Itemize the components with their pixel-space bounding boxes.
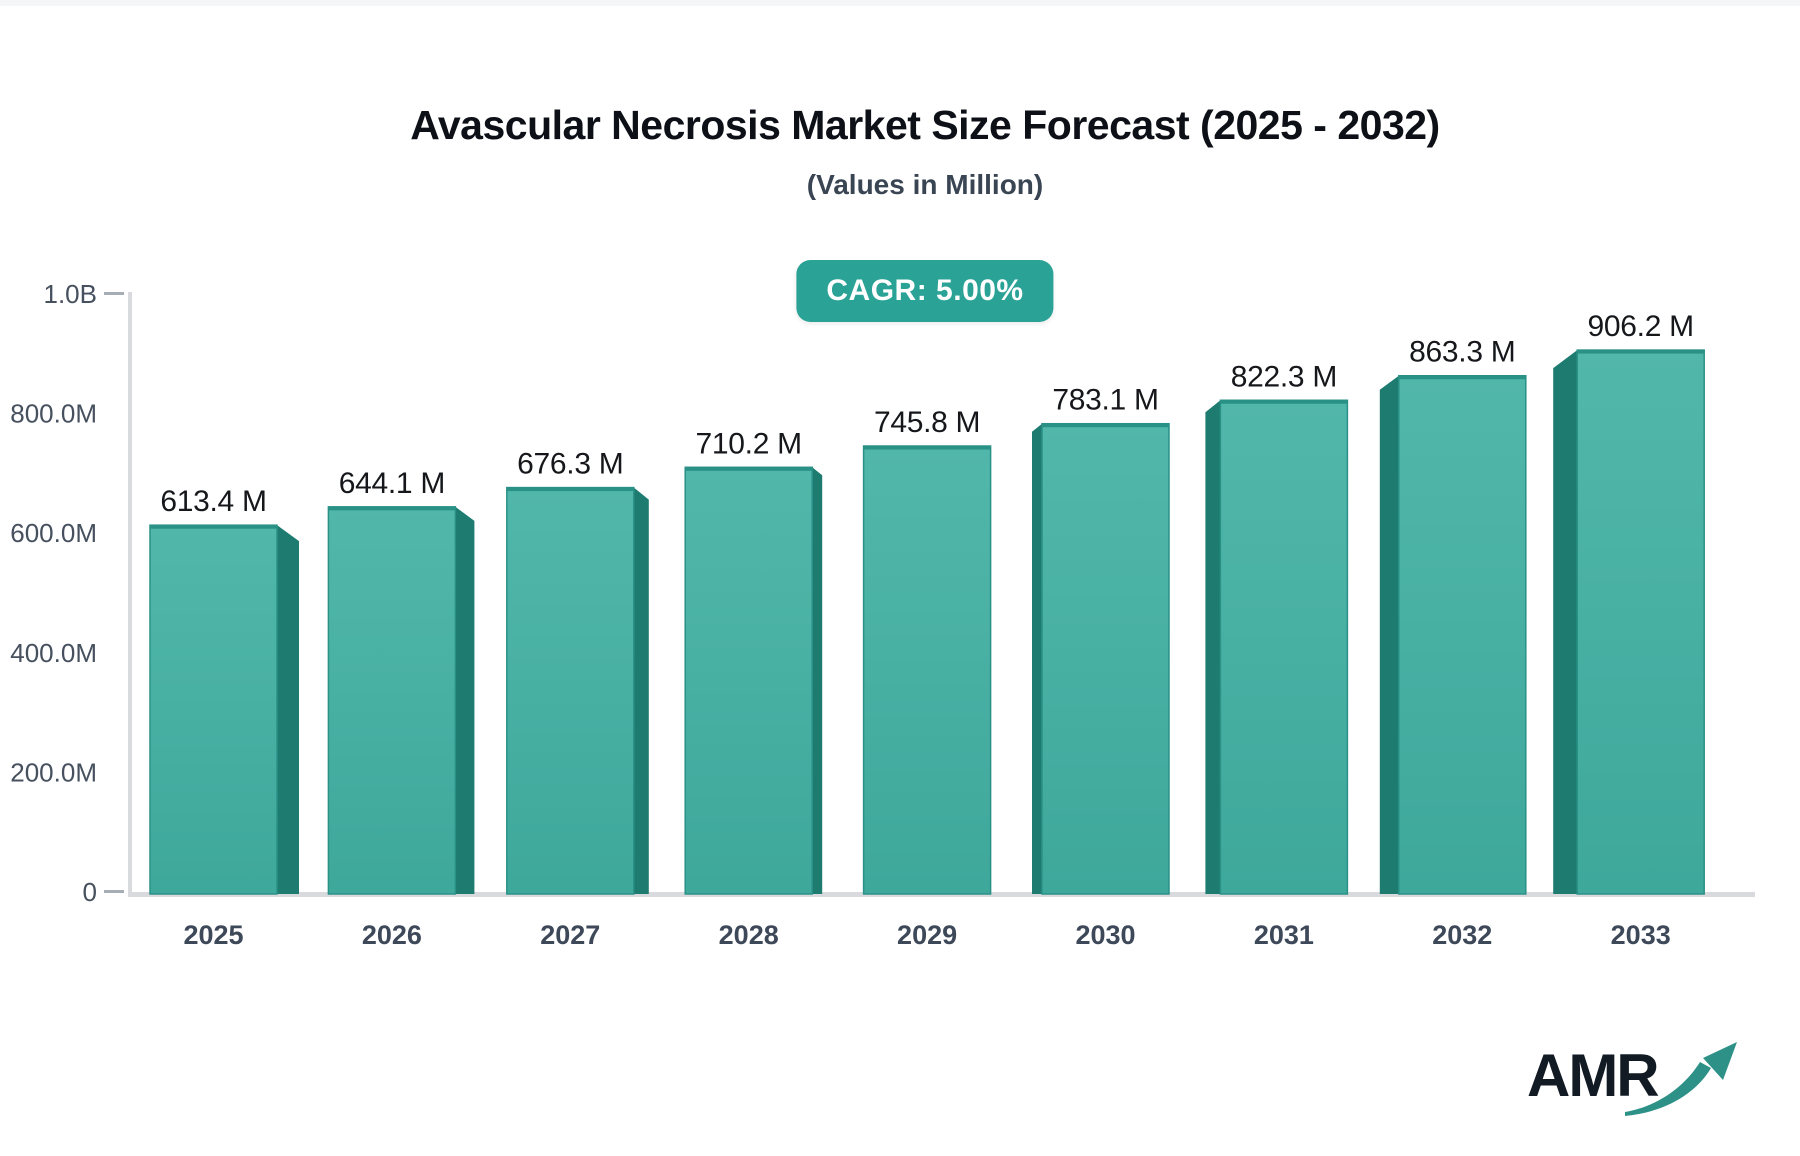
bar-chart-plot: 0 200.0M 400.0M 600.0M 800.0M 1.0B 613.4 M 2025…	[10, 279, 1755, 950]
bar-front-face	[684, 466, 813, 895]
bar-front-face	[1041, 422, 1170, 895]
bar-top-edge	[1398, 375, 1526, 380]
bar-side-face	[1553, 350, 1578, 894]
x-tick-label: 2027	[540, 920, 600, 950]
bar-front-face	[1219, 399, 1349, 895]
bar-top-edge	[150, 525, 277, 529]
bar-value-label: 644.1 M	[339, 467, 445, 500]
y-tick-label: 0	[83, 877, 97, 907]
bar-front-face	[1398, 374, 1527, 895]
y-tick-label: 400.0M	[10, 638, 97, 668]
x-tick-label: 2029	[897, 920, 957, 950]
bar-2026[interactable]: 644.1 M 2026	[327, 467, 475, 950]
bar-top-edge	[863, 446, 991, 450]
bar-value-label: 863.3 M	[1409, 336, 1515, 369]
x-tick-label: 2030	[1075, 920, 1135, 950]
bar-front-face	[327, 506, 457, 895]
bar-side-face	[1379, 375, 1399, 895]
x-tick-label: 2025	[183, 920, 243, 950]
bar-side-face	[455, 506, 475, 894]
bar-value-label: 676.3 M	[517, 448, 623, 481]
bar-value-label: 822.3 M	[1231, 360, 1337, 393]
bar-2028[interactable]: 710.2 M 2028	[684, 427, 823, 950]
bar-2031[interactable]: 822.3 M 2031	[1205, 360, 1349, 950]
amr-logo-text: AMR	[1527, 1042, 1660, 1109]
y-tick-dash	[104, 292, 124, 295]
y-axis-line	[128, 292, 132, 897]
growth-arrow-icon	[1625, 1042, 1737, 1116]
y-tick-label: 800.0M	[10, 399, 97, 429]
y-tick-label: 200.0M	[10, 757, 97, 787]
bar-value-label: 613.4 M	[160, 485, 266, 518]
bar-front-face	[149, 524, 278, 895]
bar-top-edge	[685, 467, 813, 471]
x-tick-label: 2031	[1254, 920, 1314, 950]
bar-front-face	[1576, 349, 1705, 895]
bar-front-face	[862, 445, 992, 895]
x-tick-label: 2028	[719, 920, 779, 950]
bar-top-edge	[1220, 400, 1348, 404]
y-tick-dash	[104, 890, 124, 893]
amr-logo: AMR	[1527, 1038, 1757, 1128]
cagr-badge: CAGR: 5.00%	[796, 260, 1054, 322]
bar-2027[interactable]: 676.3 M 2027	[506, 448, 649, 950]
bar-value-label: 745.8 M	[874, 406, 980, 439]
bar-side-face	[1205, 400, 1221, 894]
y-tick-label: 600.0M	[10, 518, 97, 548]
bar-value-label: 710.2 M	[696, 427, 802, 460]
bar-top-edge	[1042, 423, 1169, 428]
bar-front-face	[506, 486, 635, 895]
bar-top-edge	[506, 487, 634, 492]
bar-top-edge	[328, 506, 456, 511]
bar-side-face	[1032, 423, 1042, 894]
bar-2025[interactable]: 613.4 M 2025	[149, 485, 299, 950]
x-tick-label: 2033	[1611, 920, 1671, 950]
bar-side-face	[633, 487, 649, 894]
chart-subtitle: (Values in Million)	[806, 169, 1044, 200]
bar-value-label: 783.1 M	[1052, 384, 1158, 417]
bar-2029[interactable]: 745.8 M 2029	[862, 406, 992, 950]
bar-value-label: 906.2 M	[1588, 310, 1694, 343]
bar-2030[interactable]: 783.1 M 2030	[1032, 384, 1170, 950]
bar-top-edge	[1577, 350, 1705, 354]
bar-2033[interactable]: 906.2 M 2033	[1553, 310, 1705, 950]
bar-side-face	[812, 467, 823, 894]
x-tick-label: 2032	[1432, 920, 1492, 950]
x-tick-label: 2026	[362, 920, 422, 950]
y-tick-label: 1.0B	[44, 279, 98, 309]
bar-2032[interactable]: 863.3 M 2032	[1379, 336, 1527, 950]
chart-title: Avascular Necrosis Market Size Forecast …	[410, 102, 1440, 148]
bar-side-face	[277, 525, 299, 894]
